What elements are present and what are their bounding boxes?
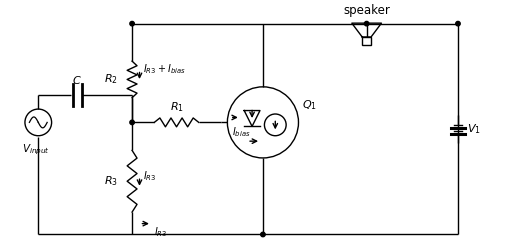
Circle shape [364, 21, 369, 26]
Text: $I_{R3}+I_{bias}$: $I_{R3}+I_{bias}$ [143, 63, 186, 76]
Circle shape [130, 120, 134, 124]
Text: speaker: speaker [343, 4, 390, 17]
Circle shape [456, 21, 460, 26]
Text: $V_1$: $V_1$ [467, 122, 481, 136]
Text: C: C [73, 76, 80, 86]
Text: $I_{R3}$: $I_{R3}$ [154, 226, 168, 239]
Circle shape [261, 232, 265, 237]
Text: $R_2$: $R_2$ [104, 72, 118, 86]
Text: $R_1$: $R_1$ [170, 100, 184, 114]
Text: $Q_1$: $Q_1$ [302, 98, 317, 112]
Circle shape [130, 21, 134, 26]
Text: $R_3$: $R_3$ [104, 174, 118, 188]
Text: $I_{R3}$: $I_{R3}$ [143, 169, 157, 183]
Bar [362, 37, 371, 45]
Text: $I_{bias}$: $I_{bias}$ [232, 125, 250, 139]
Text: $V_{input}$: $V_{input}$ [22, 142, 50, 157]
